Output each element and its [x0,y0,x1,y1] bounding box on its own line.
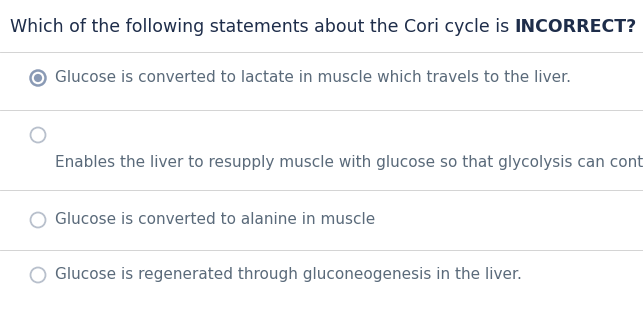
Text: Glucose is converted to alanine in muscle: Glucose is converted to alanine in muscl… [55,212,376,228]
Text: INCORRECT?: INCORRECT? [515,18,637,36]
Text: Enables the liver to resupply muscle with glucose so that glycolysis can continu: Enables the liver to resupply muscle wit… [55,154,643,170]
Text: Glucose is regenerated through gluconeogenesis in the liver.: Glucose is regenerated through gluconeog… [55,268,522,282]
Text: Glucose is converted to lactate in muscle which travels to the liver.: Glucose is converted to lactate in muscl… [55,70,571,86]
Circle shape [34,74,42,82]
Text: Which of the following statements about the Cori cycle is: Which of the following statements about … [10,18,515,36]
